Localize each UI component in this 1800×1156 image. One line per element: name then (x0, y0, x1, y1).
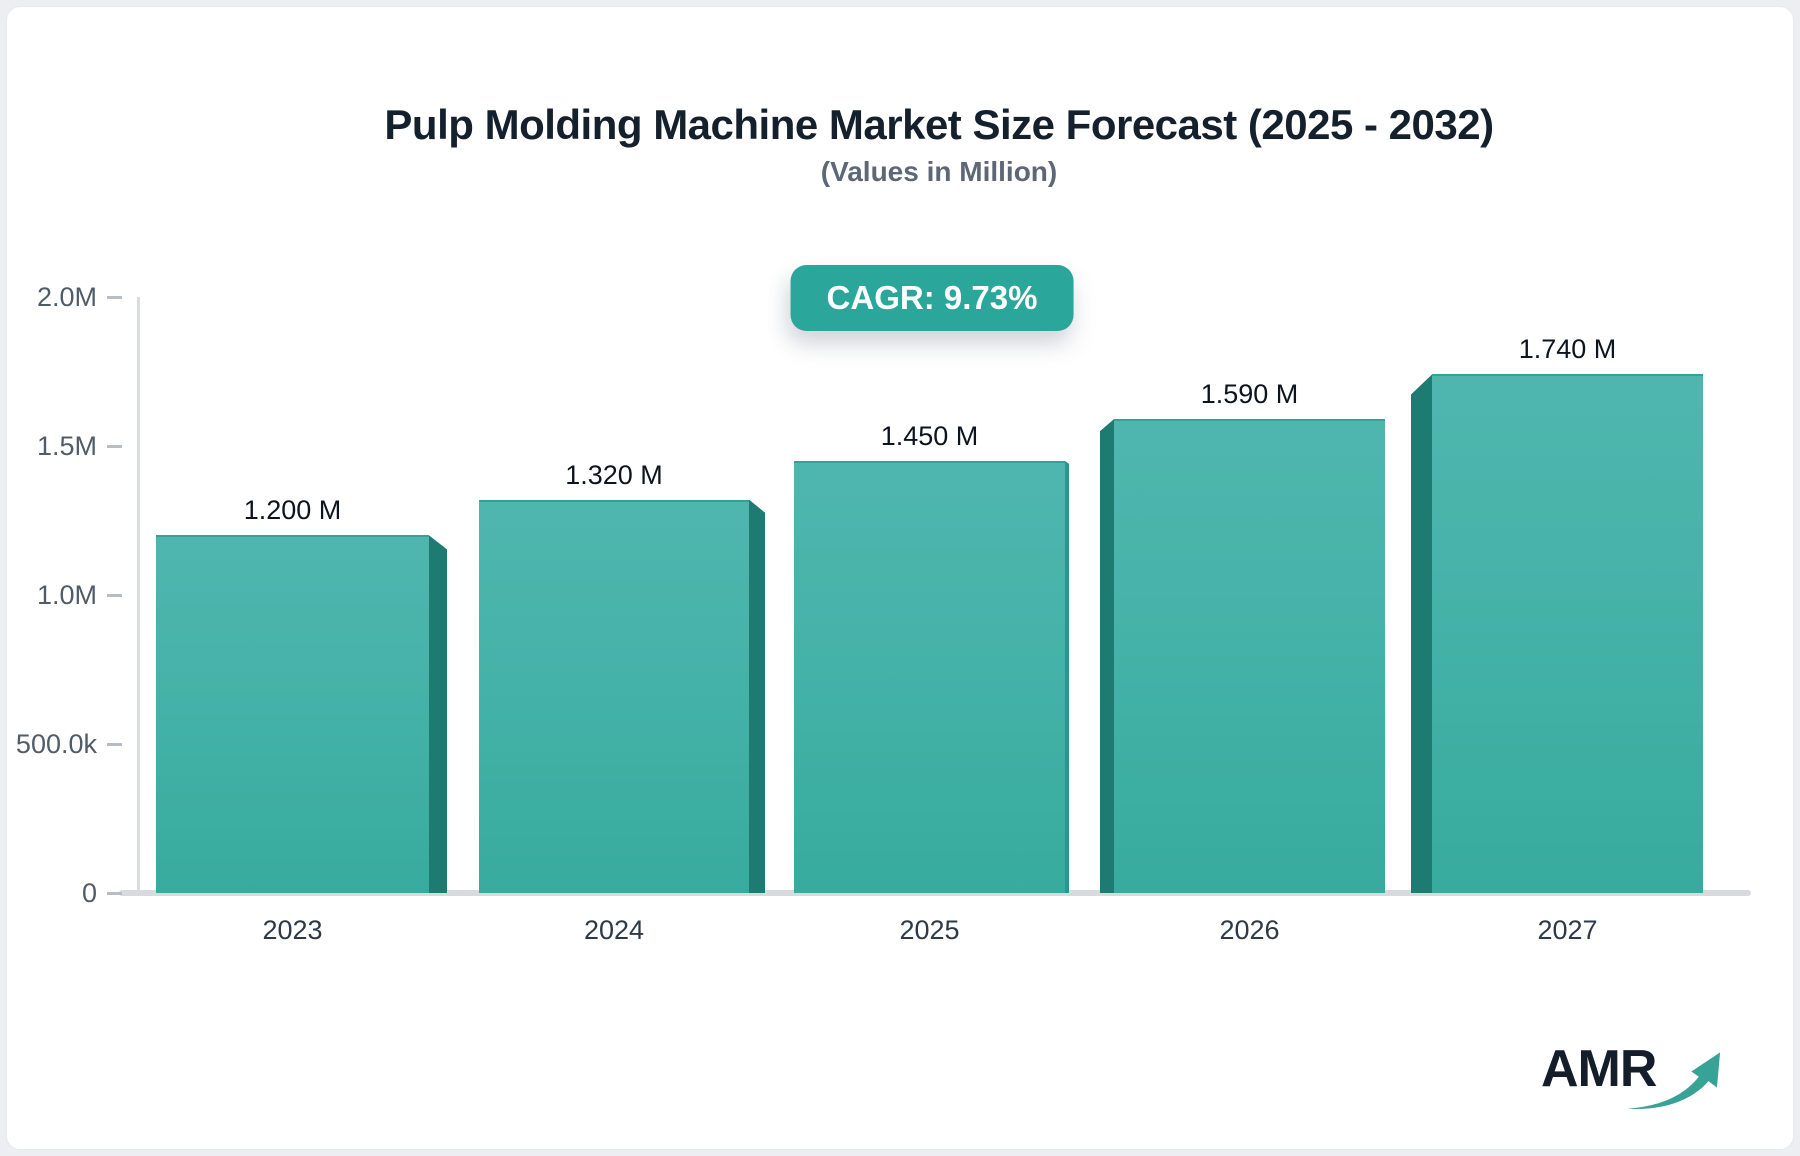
x-axis-baseline (119, 890, 1751, 896)
bar-2027 (1411, 374, 1703, 893)
value-label-2023: 1.200 M (243, 495, 342, 526)
growth-arrow-icon (1627, 1052, 1721, 1110)
value-label-2027: 1.740 M (1518, 334, 1617, 365)
y-tick-mark-1.0M (107, 593, 122, 597)
bar-face-2025 (794, 460, 1065, 893)
y-tick-mark-0 (107, 891, 122, 895)
bar-2025 (794, 460, 1069, 893)
bar-2026 (1100, 419, 1385, 893)
bar-2023 (156, 535, 447, 893)
y-tick-label-2.0M: 2.0M (36, 282, 97, 312)
y-tick-mark-2.0M (107, 295, 122, 299)
value-label-2026: 1.590 M (1200, 379, 1299, 410)
x-tick-label-2024: 2024 (583, 915, 645, 945)
y-tick-label-1.5M: 1.5M (36, 431, 97, 461)
y-tick-mark-500.0k (107, 742, 122, 746)
chart-title: Pulp Molding Machine Market Size Forecas… (384, 101, 1494, 148)
x-tick-label-2023: 2023 (262, 915, 323, 945)
chart-subtitle: (Values in Million) (820, 156, 1058, 187)
bar-face-2024 (479, 499, 749, 893)
y-tick-label-500.0k: 500.0k (15, 729, 97, 759)
value-label-2025: 1.450 M (880, 420, 979, 451)
cagr-badge: CAGR: 9.73% (790, 265, 1074, 331)
bar-face-2027 (1432, 374, 1703, 893)
chart-card: Pulp Molding Machine Market Size Forecas… (6, 6, 1794, 1150)
y-tick-label-1.0M: 1.0M (36, 580, 97, 610)
y-tick-label-0: 0 (81, 878, 97, 908)
y-axis-line (137, 297, 140, 893)
bar-side-face-2025 (1065, 460, 1069, 893)
x-tick-label-2025: 2025 (899, 915, 960, 945)
amr-logo: AMR (1541, 1039, 1731, 1119)
bar-face-2023 (156, 535, 429, 893)
x-tick-label-2027: 2027 (1537, 915, 1598, 945)
y-tick-mark-1.5M (107, 444, 122, 448)
bar-side-face-2024 (749, 499, 765, 893)
bar-side-face-2026 (1100, 419, 1114, 893)
bar-side-face-2027 (1411, 374, 1432, 893)
bar-face-2026 (1114, 419, 1385, 893)
bar-side-face-2023 (429, 535, 447, 893)
bar-2024 (479, 499, 765, 893)
x-tick-label-2026: 2026 (1219, 915, 1280, 945)
value-label-2024: 1.320 M (565, 459, 663, 490)
amr-logo-text: AMR (1541, 1040, 1657, 1098)
